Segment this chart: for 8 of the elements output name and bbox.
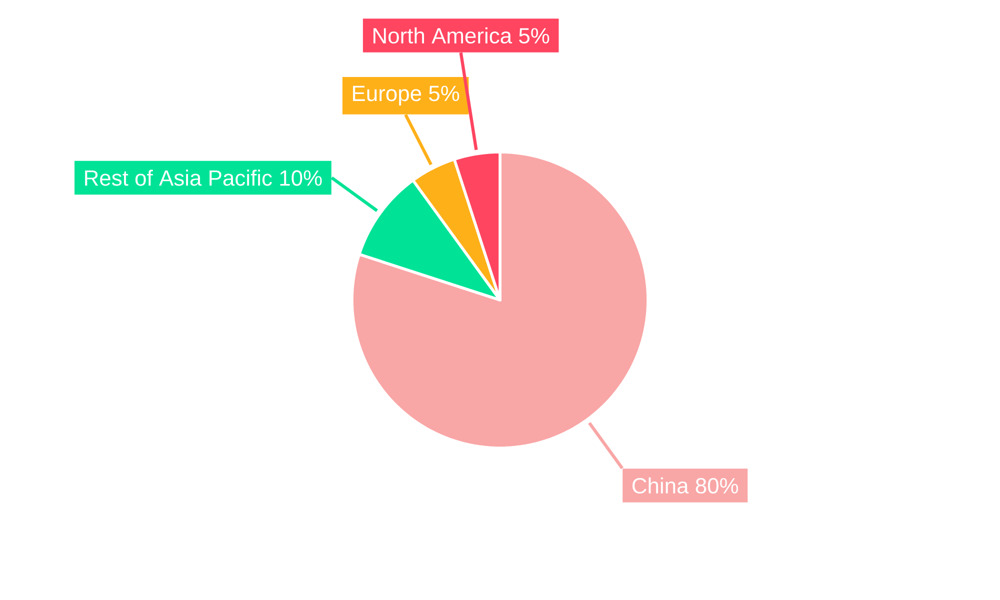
slice-label: China [632, 477, 689, 494]
slice-label: Europe [353, 86, 422, 106]
slice-label: North America [374, 27, 512, 44]
slice-label: Rest of Asia Pacific [85, 170, 272, 186]
data-label: 80% [696, 478, 738, 494]
data-label: 5% [429, 86, 460, 102]
data-label: 5% [519, 28, 550, 44]
data-label: 10% [280, 170, 322, 186]
